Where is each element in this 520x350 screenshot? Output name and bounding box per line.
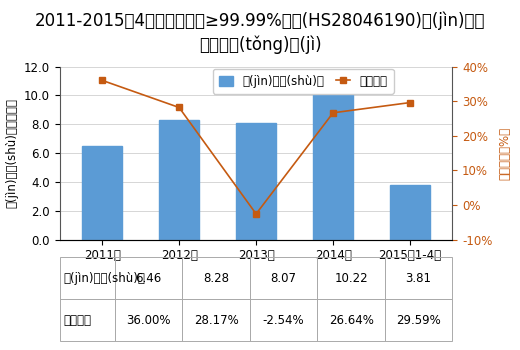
Bar xyxy=(183,257,250,299)
Bar xyxy=(183,299,250,341)
Text: 26.64%: 26.64% xyxy=(329,314,373,327)
Text: 10.22: 10.22 xyxy=(334,272,368,285)
Bar xyxy=(385,257,452,299)
Bar xyxy=(159,120,199,240)
Text: 28.17%: 28.17% xyxy=(193,314,239,327)
Bar xyxy=(60,257,115,299)
Text: 6.46: 6.46 xyxy=(135,272,162,285)
Bar xyxy=(115,257,183,299)
Text: 進(jìn)口數(shù)量: 進(jìn)口數(shù)量 xyxy=(63,272,145,285)
Text: 2011-2015年4月其他含硅量≥99.99%的硅(HS28046190)進(jìn)口量
及增速統(tǒng)計(jì): 2011-2015年4月其他含硅量≥99.99%的硅(HS28046190)進(… xyxy=(35,12,485,54)
Legend: 進(jìn)口數(shù)量, 同比增長: 進(jìn)口數(shù)量, 同比增長 xyxy=(213,69,394,94)
Text: 29.59%: 29.59% xyxy=(396,314,441,327)
Bar xyxy=(313,92,353,240)
Bar xyxy=(250,257,317,299)
Bar xyxy=(82,147,122,240)
Bar xyxy=(390,185,430,240)
Bar xyxy=(236,123,276,240)
Text: 8.28: 8.28 xyxy=(203,272,229,285)
Y-axis label: 同比增速（%）: 同比增速（%） xyxy=(498,127,511,180)
Bar xyxy=(60,299,115,341)
Bar xyxy=(385,299,452,341)
Bar xyxy=(317,299,385,341)
Text: -2.54%: -2.54% xyxy=(263,314,304,327)
Text: 同比增長: 同比增長 xyxy=(63,314,91,327)
Bar xyxy=(250,299,317,341)
Bar xyxy=(317,257,385,299)
Text: 8.07: 8.07 xyxy=(270,272,296,285)
Text: 36.00%: 36.00% xyxy=(126,314,171,327)
Text: 3.81: 3.81 xyxy=(406,272,432,285)
Y-axis label: 進(jìn)口數(shù)量（萬噸）: 進(jìn)口數(shù)量（萬噸） xyxy=(5,98,18,208)
Bar xyxy=(115,299,183,341)
